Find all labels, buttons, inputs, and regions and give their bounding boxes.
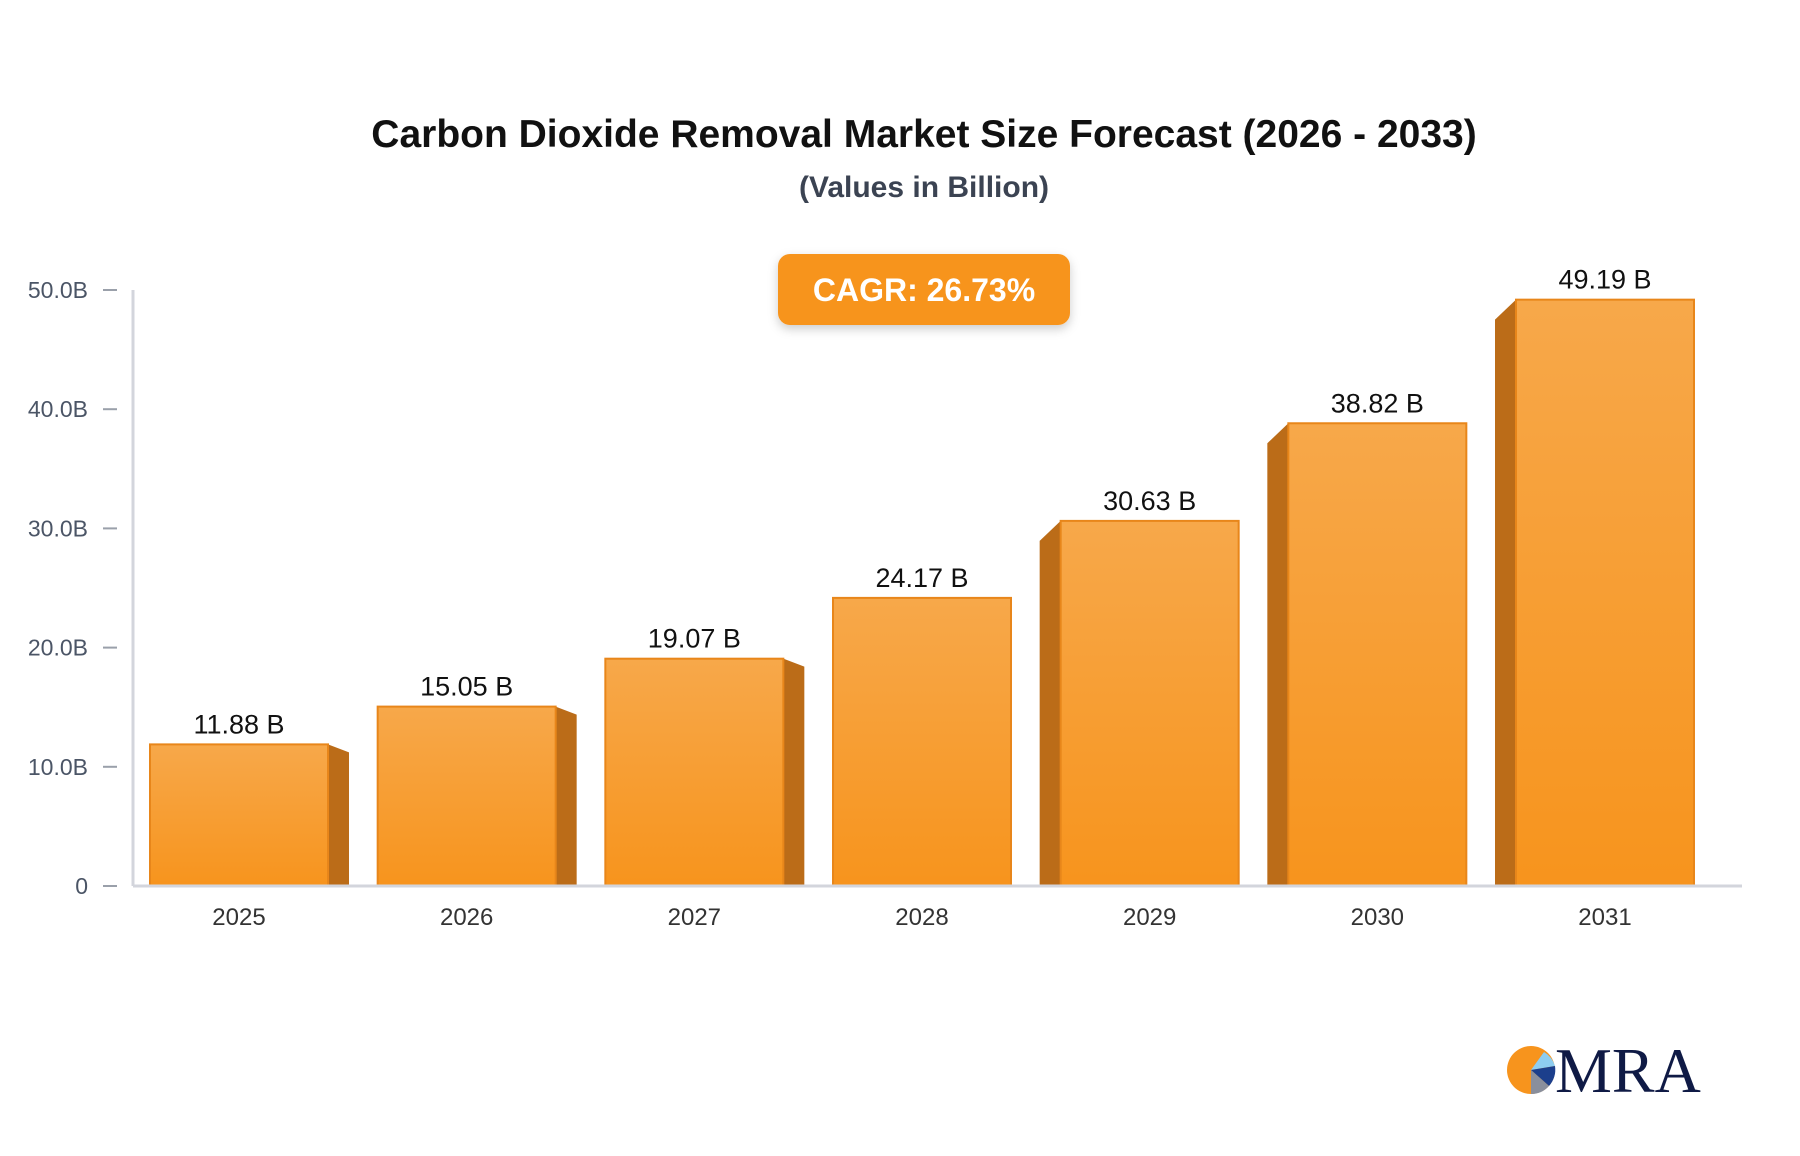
bar-group: 30.63 B: [1039, 486, 1240, 887]
bar-group: 15.05 B: [376, 672, 577, 887]
data-label: 38.82 B: [1331, 388, 1424, 418]
bar-group: 49.19 B: [1495, 265, 1695, 887]
y-tick-label: 20.0B: [28, 635, 88, 661]
bars: 11.88 B 15.05 B 19.07 B 24.17 B 30.63 B 38.82…: [149, 265, 1695, 888]
bar: [832, 596, 1012, 888]
bar-side: [783, 658, 805, 886]
y-tick-label: 50.0B: [28, 277, 88, 303]
cagr-label: CAGR: 26.73%: [813, 272, 1035, 308]
cagr-badge-bg: [778, 254, 1070, 325]
x-tick-label: 2031: [1578, 904, 1631, 931]
chart-title: Carbon Dioxide Removal Market Size Forec…: [371, 113, 1476, 156]
x-tick-label: 2027: [668, 904, 721, 931]
x-axis: 2025 2026 2027 2028 2029 2030 2031: [133, 884, 1742, 931]
y-tick-label: 40.0B: [28, 396, 88, 422]
data-label: 19.07 B: [648, 624, 741, 654]
bar-group: 11.88 B: [149, 709, 349, 887]
bar-side: [1495, 299, 1516, 886]
bar-side: [555, 706, 577, 886]
bar: [376, 705, 557, 887]
x-tick-label: 2029: [1123, 904, 1176, 931]
data-label: 11.88 B: [193, 709, 284, 739]
mra-logo: MRA: [1507, 1035, 1701, 1106]
data-label: 30.63 B: [1103, 486, 1196, 516]
data-label: 24.17 B: [875, 563, 968, 593]
bar-group: 24.17 B: [832, 563, 1012, 888]
y-tick-label: 0: [75, 873, 88, 899]
bar: [149, 743, 329, 887]
bar-group: 19.07 B: [604, 624, 805, 888]
y-tick-label: 30.0B: [28, 515, 88, 541]
bar-side: [1039, 520, 1061, 886]
bar: [1059, 519, 1240, 887]
bar: [1287, 422, 1468, 887]
chart-subtitle: (Values in Billion): [799, 171, 1049, 204]
data-label: 49.19 B: [1558, 265, 1651, 295]
y-axis: 0 10.0B 20.0B 30.0B 40.0B 50.0B: [28, 277, 135, 899]
x-tick-label: 2030: [1351, 904, 1404, 931]
bar: [604, 657, 785, 888]
x-tick-label: 2026: [440, 904, 493, 931]
y-tick-label: 10.0B: [28, 754, 88, 780]
bar-side: [1267, 423, 1289, 886]
logo-text: MRA: [1555, 1035, 1701, 1106]
x-tick-label: 2028: [895, 904, 948, 931]
bar-side: [328, 744, 349, 886]
cagr-badge: CAGR: 26.73%: [778, 254, 1070, 325]
bar-group: 38.82 B: [1267, 388, 1468, 887]
x-tick-label: 2025: [212, 904, 265, 931]
data-label: 15.05 B: [420, 672, 513, 702]
bar: [1515, 298, 1695, 887]
